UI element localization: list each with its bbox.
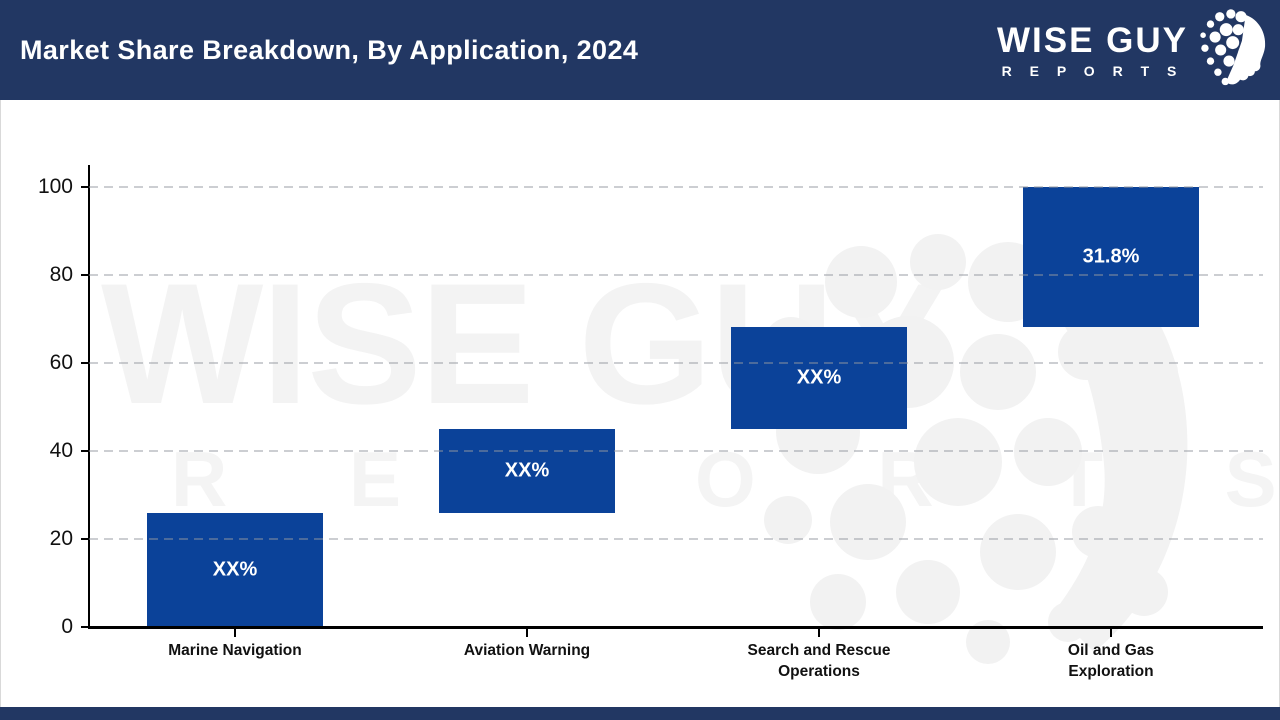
y-axis-tick — [81, 362, 88, 364]
x-axis-tick — [526, 629, 528, 637]
y-axis-line — [88, 165, 90, 629]
bar-value-label: 31.8% — [1082, 245, 1140, 268]
gridline — [89, 362, 1263, 364]
y-tick-label: 80 — [49, 263, 73, 286]
y-tick-label: 100 — [37, 175, 73, 198]
gridline — [89, 274, 1263, 276]
y-axis-tick — [81, 274, 88, 276]
gridline — [89, 538, 1263, 540]
y-tick-label: 40 — [49, 439, 73, 462]
y-axis-tick — [81, 186, 88, 188]
y-axis-tick — [81, 450, 88, 452]
brand-logo: WISE GUY R E P O R T S — [997, 6, 1266, 94]
bar-value-label: XX% — [212, 558, 258, 581]
bar-value-label: XX% — [796, 366, 842, 389]
logo-head-icon — [1200, 9, 1266, 86]
bar — [147, 512, 323, 627]
header-bar: Market Share Breakdown, By Application, … — [0, 0, 1280, 100]
bar-value-label: XX% — [504, 459, 550, 482]
y-axis-tick — [81, 538, 88, 540]
category-label: Oil and Gas Exploration — [1067, 642, 1155, 680]
brand-name: WISE GUY — [996, 20, 1188, 60]
watermark-subtitle-text: R E P O R T S — [171, 435, 1280, 523]
y-tick-label: 0 — [61, 615, 73, 638]
x-axis-tick — [1110, 629, 1112, 637]
bar — [439, 429, 615, 513]
y-tick-label: 60 — [49, 351, 73, 374]
bar — [731, 326, 907, 429]
category-label: Marine Navigation — [168, 642, 302, 659]
x-axis-tick — [234, 629, 236, 637]
brand-logo-text: WISE GUY R E P O R T S — [997, 23, 1188, 78]
footer-bar — [0, 707, 1280, 720]
y-tick-label: 20 — [49, 527, 73, 550]
gridline — [89, 450, 1263, 452]
x-axis-tick — [818, 629, 820, 637]
bar — [1023, 187, 1199, 327]
gridline — [89, 186, 1263, 188]
brand-subtitle: R E P O R T S — [1001, 62, 1184, 79]
x-axis-line — [88, 626, 1263, 629]
chart-area: WISE GUY R E P O R T S 0 20 40 60 80 100 XX% Ma… — [0, 100, 1280, 707]
category-label: Aviation Warning — [463, 642, 591, 659]
y-axis-tick — [81, 626, 88, 628]
category-label: Search and Rescue Operations — [747, 642, 891, 680]
page-title: Market Share Breakdown, By Application, … — [20, 34, 639, 65]
